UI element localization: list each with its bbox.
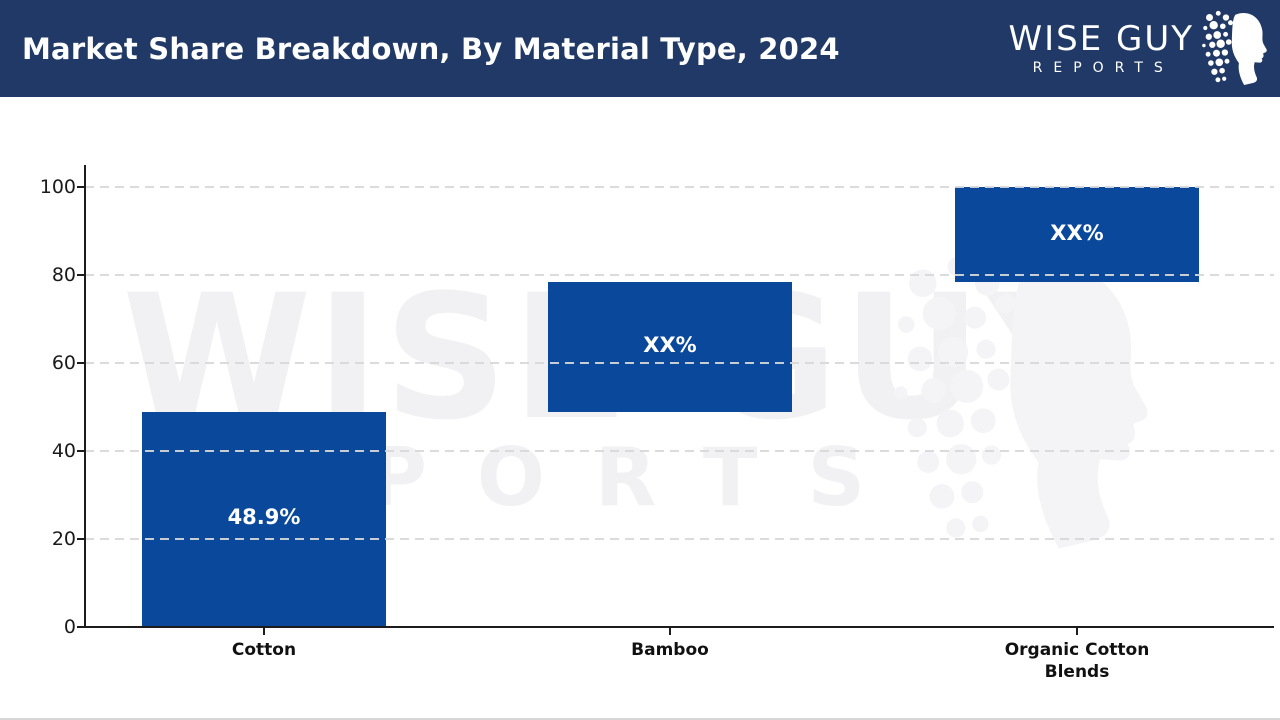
y-axis-line (84, 165, 86, 627)
y-axis-tick-label: 20 (51, 528, 76, 550)
bar-bamboo (548, 282, 792, 412)
y-axis-tick-mark (77, 186, 84, 188)
x-axis-tick-mark (1076, 628, 1078, 635)
gridline (85, 186, 1274, 188)
y-axis-tick-label: 60 (51, 352, 76, 374)
y-axis-tick-mark (77, 538, 84, 540)
logo-wordmark-line2: REPORTS (1032, 59, 1174, 76)
page-title: Market Share Breakdown, By Material Type… (22, 31, 840, 66)
y-axis-tick-label: 100 (39, 176, 76, 198)
logo-wordmark-line1: WISE GUY (1008, 19, 1194, 60)
x-axis-tick-mark (263, 628, 265, 635)
x-axis-category-label: Bamboo (631, 640, 709, 660)
bar-cotton (142, 411, 386, 627)
header-bar: Market Share Breakdown, By Material Type… (0, 0, 1280, 97)
gridline (85, 274, 1274, 276)
y-axis-tick-label: 0 (63, 616, 76, 638)
gridline (85, 538, 1274, 540)
y-axis-tick-mark (77, 450, 84, 452)
y-axis-tick-mark (77, 626, 84, 628)
brand-logo: WISE GUY REPORTS (1008, 6, 1270, 92)
y-axis-tick-mark (77, 362, 84, 364)
bottom-border (0, 718, 1280, 720)
gridline (85, 450, 1274, 452)
y-axis-tick-label: 80 (51, 264, 76, 286)
logo-wordmark: WISE GUY REPORTS (1008, 19, 1194, 76)
bar-value-label: 48.9% (227, 505, 301, 530)
x-axis-category-label: Organic Cotton Blends (1004, 640, 1150, 683)
y-axis-tick-label: 40 (51, 440, 76, 462)
x-axis-tick-mark (669, 628, 671, 635)
bar-value-label: XX% (1050, 220, 1104, 245)
gridline (85, 362, 1274, 364)
bar-value-label: XX% (643, 332, 697, 357)
y-axis-tick-mark (77, 274, 84, 276)
x-axis-category-label: Cotton (231, 640, 297, 660)
x-axis-line (84, 626, 1274, 628)
